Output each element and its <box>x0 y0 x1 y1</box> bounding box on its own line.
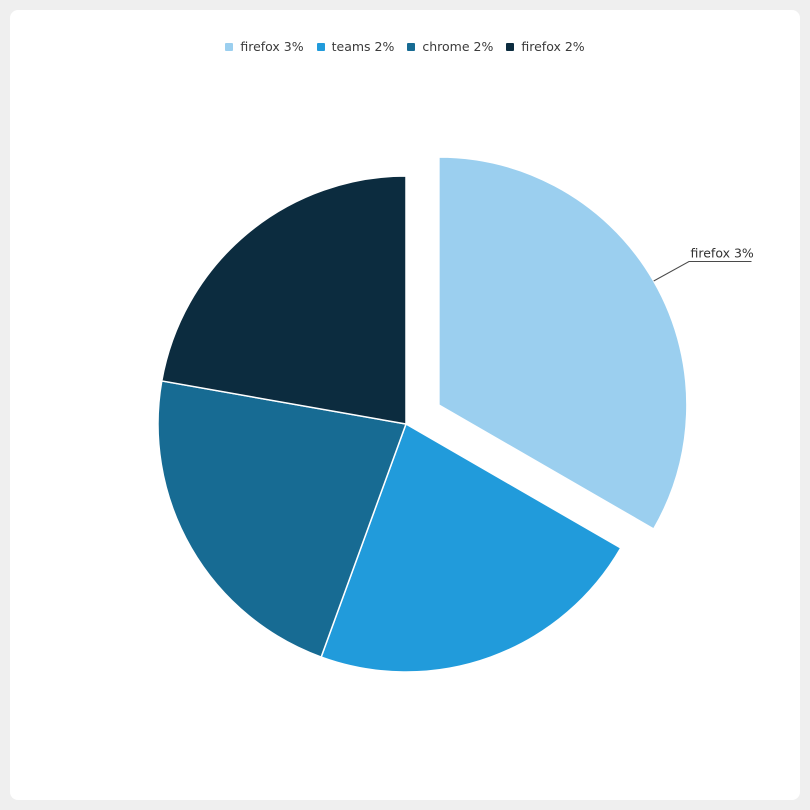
legend: firefox 3% teams 2% chrome 2% firefox 2% <box>0 39 810 54</box>
legend-marker-icon <box>316 42 325 51</box>
pie-slice-teams-2%[interactable] <box>320 423 622 673</box>
legend-item-label: teams 2% <box>331 39 395 54</box>
legend-item-teams-2[interactable]: teams 2% <box>316 39 395 54</box>
pie-slice-firefox-2%[interactable] <box>161 175 407 425</box>
legend-item-label: firefox 2% <box>521 39 585 54</box>
annotation-leader-line <box>653 261 752 282</box>
legend-item-label: chrome 2% <box>422 39 494 54</box>
legend-marker-icon <box>225 42 234 51</box>
pie-slice-chrome-2%[interactable] <box>157 380 407 658</box>
legend-item-label: firefox 3% <box>240 39 304 54</box>
pie-slice-firefox-3%[interactable] <box>438 156 688 530</box>
legend-item-firefox-3[interactable]: firefox 3% <box>225 39 304 54</box>
legend-marker-icon <box>506 42 515 51</box>
annotation: firefox 3% <box>653 246 754 282</box>
annotation-label: firefox 3% <box>691 246 754 261</box>
legend-item-firefox-2[interactable]: firefox 2% <box>506 39 585 54</box>
legend-marker-icon <box>407 42 416 51</box>
legend-item-chrome-2[interactable]: chrome 2% <box>407 39 493 54</box>
pie-slices <box>157 156 688 673</box>
